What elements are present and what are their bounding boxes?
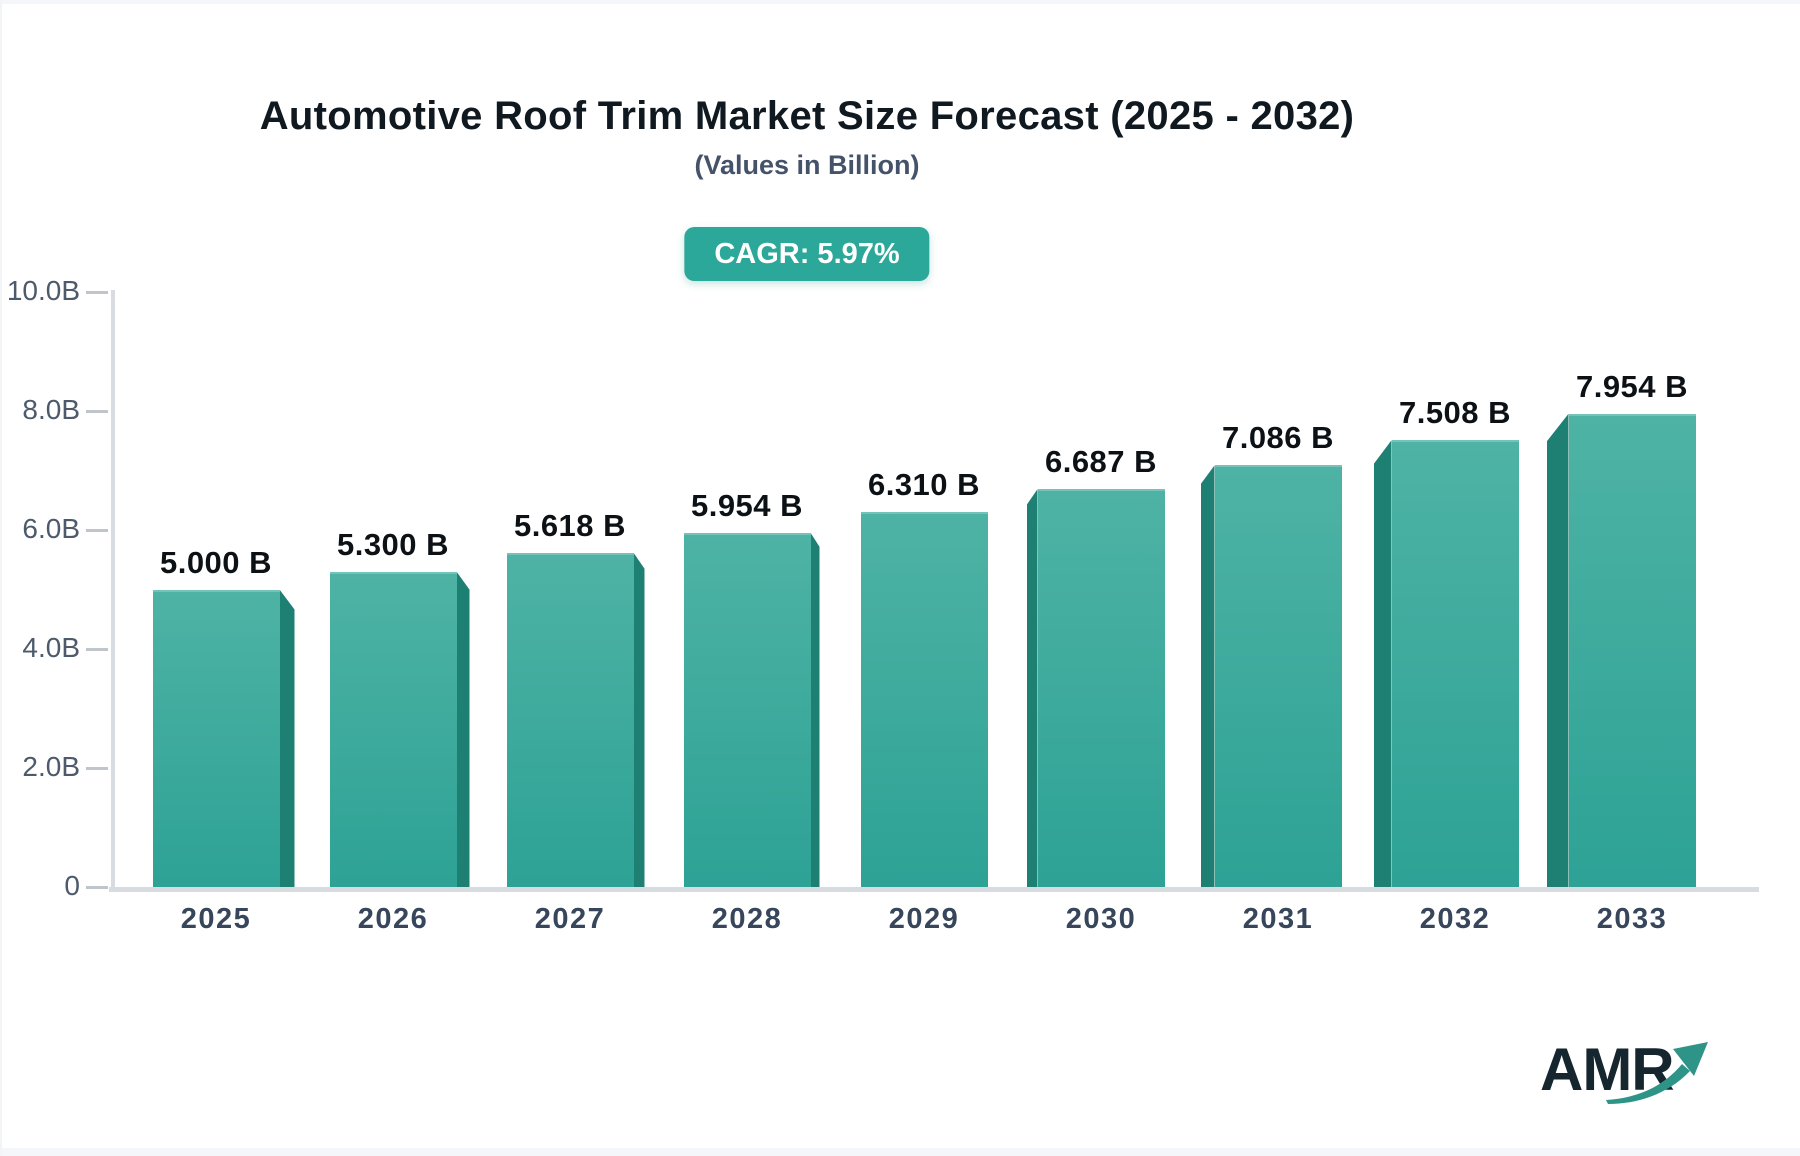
bar — [1214, 465, 1342, 887]
y-axis-tick — [86, 291, 108, 294]
x-axis-category-label: 2031 — [1242, 903, 1314, 935]
bar-3d-side — [456, 571, 470, 887]
chart-title: Automotive Roof Trim Market Size Forecas… — [259, 94, 1355, 138]
y-axis-tick — [86, 767, 108, 770]
y-axis-tick — [86, 410, 108, 413]
bar-value-label: 5.300 B — [336, 526, 450, 562]
growth-arrow-icon — [1606, 1042, 1708, 1104]
chart-subtitle: (Values in Billion) — [694, 150, 920, 180]
bar — [506, 552, 634, 887]
bar-value-label: 5.954 B — [690, 487, 804, 523]
bar-value-label: 5.618 B — [513, 507, 627, 543]
x-axis-category-label: 2027 — [534, 903, 606, 935]
bar — [1037, 489, 1165, 887]
bar-3d-side — [633, 552, 645, 887]
bar-value-label: 7.086 B — [1221, 420, 1335, 456]
bar-3d-side — [279, 589, 295, 887]
bar-3d-side — [810, 532, 820, 887]
bar-value-label: 7.508 B — [1398, 395, 1512, 431]
page-edge-top — [2, 0, 1800, 4]
y-axis-tick-label: 8.0B — [22, 394, 80, 425]
bar-3d-side — [1026, 489, 1038, 887]
y-axis-tick-label: 2.0B — [22, 751, 80, 782]
y-axis-tick — [86, 886, 108, 889]
y-axis-tick — [86, 529, 108, 532]
amr-logo: AMR — [1540, 1040, 1720, 1120]
bar — [152, 589, 280, 887]
x-axis-category-label: 2025 — [180, 903, 252, 935]
y-axis-tick-label: 0 — [64, 870, 80, 901]
y-axis-tick-label: 4.0B — [22, 632, 80, 663]
x-axis-category-label: 2029 — [888, 903, 960, 935]
x-axis-category-label: 2028 — [711, 903, 783, 935]
bar-3d-side — [1373, 440, 1392, 887]
bar-value-label: 6.687 B — [1044, 444, 1158, 480]
bar-value-label: 6.310 B — [867, 466, 981, 502]
bar-value-label: 7.954 B — [1575, 368, 1689, 404]
bar — [683, 532, 811, 887]
bar — [1391, 440, 1519, 887]
bar — [1568, 413, 1696, 887]
x-axis-category-label: 2032 — [1419, 903, 1491, 935]
x-axis-category-label: 2026 — [357, 903, 429, 935]
x-axis-line — [109, 887, 1759, 892]
y-axis-tick-label: 10.0B — [6, 275, 80, 306]
bar — [860, 511, 988, 887]
y-axis-tick — [86, 648, 108, 651]
y-axis-line — [111, 290, 115, 890]
page-edge-bottom — [2, 1148, 1800, 1156]
x-axis-category-label: 2030 — [1065, 903, 1137, 935]
x-axis-category-label: 2033 — [1596, 903, 1668, 935]
bar-3d-side — [1200, 465, 1215, 887]
bar-3d-side — [1546, 413, 1569, 887]
cagr-badge: CAGR: 5.97% — [684, 227, 930, 281]
y-axis-tick-label: 6.0B — [22, 513, 80, 544]
bar-value-label: 5.000 B — [159, 544, 273, 580]
bar — [329, 571, 457, 887]
